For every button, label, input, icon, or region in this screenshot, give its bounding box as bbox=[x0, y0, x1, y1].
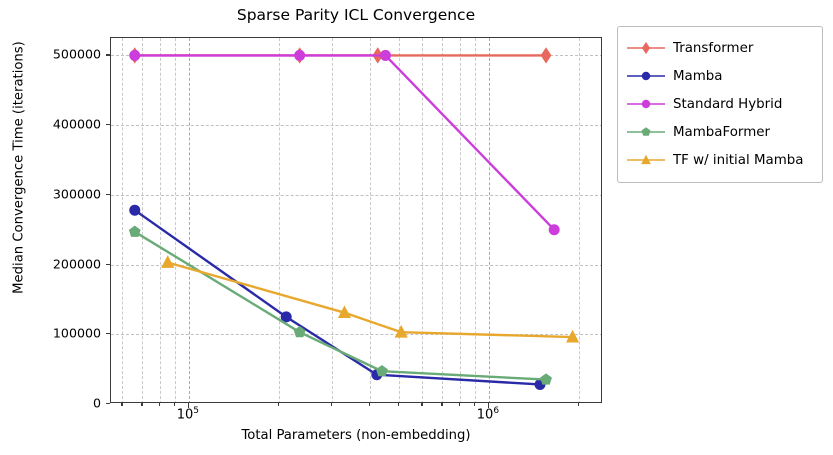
x-axis-tick-mark bbox=[158, 403, 160, 406]
gridline-vertical bbox=[442, 38, 444, 402]
legend-marker-triangle-icon bbox=[641, 154, 651, 165]
legend-item-mambaformer[interactable]: MambaFormer bbox=[627, 118, 813, 146]
y-axis-tick-label: 400000 bbox=[52, 116, 101, 132]
gridline-vertical bbox=[488, 38, 490, 402]
legend-marker-diamond-icon bbox=[642, 42, 650, 54]
gridline-vertical bbox=[142, 38, 144, 402]
series-line bbox=[133, 208, 542, 386]
gridline-vertical bbox=[422, 38, 424, 402]
data-point-marker bbox=[565, 329, 580, 343]
y-axis-tick-label: 100000 bbox=[52, 325, 101, 341]
y-axis-tick-mark bbox=[105, 333, 110, 335]
data-point-marker bbox=[337, 305, 352, 319]
gridline-vertical bbox=[122, 38, 124, 402]
data-series-tf-w-initial-mamba bbox=[161, 255, 580, 343]
data-point-marker bbox=[293, 325, 306, 338]
data-point-marker bbox=[280, 311, 292, 323]
legend-label: Transformer bbox=[673, 40, 754, 56]
x-axis-tick-mark bbox=[421, 403, 423, 406]
series-line bbox=[133, 54, 556, 231]
legend-item-transformer[interactable]: Transformer bbox=[627, 34, 813, 62]
legend-marker-pentagon-icon bbox=[641, 127, 651, 136]
chart-legend: Transformer Mamba Standard Hybrid MambaForm… bbox=[617, 26, 823, 183]
data-point-marker bbox=[540, 373, 552, 385]
legend-label: Standard Hybrid bbox=[673, 96, 783, 112]
legend-item-tf-w-initial-mamba[interactable]: TF w/ initial Mamba bbox=[627, 146, 813, 174]
legend-marker-circle-icon bbox=[641, 71, 651, 81]
legend-swatch bbox=[627, 151, 665, 169]
data-point-marker bbox=[161, 255, 175, 268]
data-series-layer bbox=[128, 47, 580, 390]
x-axis-label: Total Parameters (non-embedding) bbox=[241, 428, 471, 443]
series-line bbox=[166, 261, 574, 339]
x-axis-tick-mark bbox=[187, 403, 190, 408]
plot-area bbox=[110, 37, 602, 403]
x-axis-tick-mark bbox=[331, 403, 333, 406]
y-axis-tick-label: 0 bbox=[92, 395, 101, 411]
data-point-marker bbox=[540, 47, 552, 64]
x-axis-tick-mark bbox=[441, 403, 443, 406]
y-axis-tick-label: 200000 bbox=[52, 256, 101, 272]
legend-swatch bbox=[627, 67, 665, 85]
legend-label: MambaFormer bbox=[673, 124, 770, 140]
gridline-horizontal bbox=[111, 194, 601, 196]
legend-swatch bbox=[627, 123, 665, 141]
gridline-vertical bbox=[188, 38, 190, 402]
data-point-marker bbox=[394, 324, 408, 338]
gridline-vertical bbox=[475, 38, 477, 402]
y-axis-tick-label: 300000 bbox=[52, 186, 101, 202]
data-point-marker bbox=[548, 224, 560, 236]
x-axis-tick-mark bbox=[174, 403, 176, 406]
gridline-vertical bbox=[579, 38, 581, 402]
gridline-vertical bbox=[369, 38, 371, 402]
data-point-marker bbox=[376, 365, 388, 377]
x-axis-tick-mark bbox=[474, 403, 476, 406]
x-axis-tick-mark bbox=[141, 403, 143, 406]
data-series-standard-hybrid bbox=[129, 49, 560, 236]
legend-swatch bbox=[627, 95, 665, 113]
x-axis-tick-mark bbox=[397, 403, 399, 406]
legend-item-standard-hybrid[interactable]: Standard Hybrid bbox=[627, 90, 813, 118]
x-axis-tick-mark bbox=[458, 403, 461, 406]
data-series-mamba bbox=[129, 204, 546, 390]
x-axis-tick-mark bbox=[487, 403, 490, 408]
data-point-marker bbox=[128, 225, 141, 237]
gridline-horizontal bbox=[111, 125, 601, 127]
y-axis-label: Median Convergence Time (iterations) bbox=[11, 41, 27, 294]
x-axis-tick-mark bbox=[578, 403, 580, 406]
y-axis-tick-mark bbox=[105, 193, 110, 196]
legend-item-mamba[interactable]: Mamba bbox=[627, 62, 813, 90]
y-axis-tick-mark bbox=[105, 263, 110, 265]
x-axis-tick-label: 106 bbox=[476, 406, 500, 423]
x-axis-tick-mark bbox=[121, 403, 123, 406]
data-series-mambaformer bbox=[128, 225, 552, 385]
legend-swatch bbox=[627, 39, 665, 57]
gridline-vertical bbox=[398, 38, 400, 402]
y-axis-tick-mark bbox=[105, 403, 110, 405]
gridline-horizontal bbox=[111, 264, 601, 266]
legend-marker-circle-icon bbox=[641, 99, 651, 109]
chart-title: Sparse Parity ICL Convergence bbox=[236, 6, 476, 24]
legend-label: Mamba bbox=[673, 68, 723, 84]
data-point-marker bbox=[294, 49, 306, 61]
data-point-marker bbox=[129, 204, 141, 216]
legend-label: TF w/ initial Mamba bbox=[673, 152, 804, 168]
gridline-vertical bbox=[459, 38, 461, 402]
data-point-marker bbox=[129, 49, 141, 61]
gridline-vertical bbox=[159, 38, 161, 402]
x-axis-tick-mark bbox=[278, 403, 280, 406]
gridline-vertical bbox=[332, 38, 334, 402]
y-axis-tick-mark bbox=[105, 124, 110, 126]
series-line bbox=[133, 230, 548, 381]
y-axis-tick-mark bbox=[105, 54, 110, 56]
x-axis-tick-mark bbox=[368, 403, 370, 406]
gridline-vertical bbox=[279, 38, 281, 402]
data-point-marker bbox=[379, 49, 391, 61]
gridline-horizontal bbox=[111, 334, 601, 336]
x-axis-tick-label: 105 bbox=[176, 406, 200, 423]
gridline-vertical bbox=[175, 38, 177, 402]
y-axis-tick-label: 500000 bbox=[52, 46, 101, 62]
